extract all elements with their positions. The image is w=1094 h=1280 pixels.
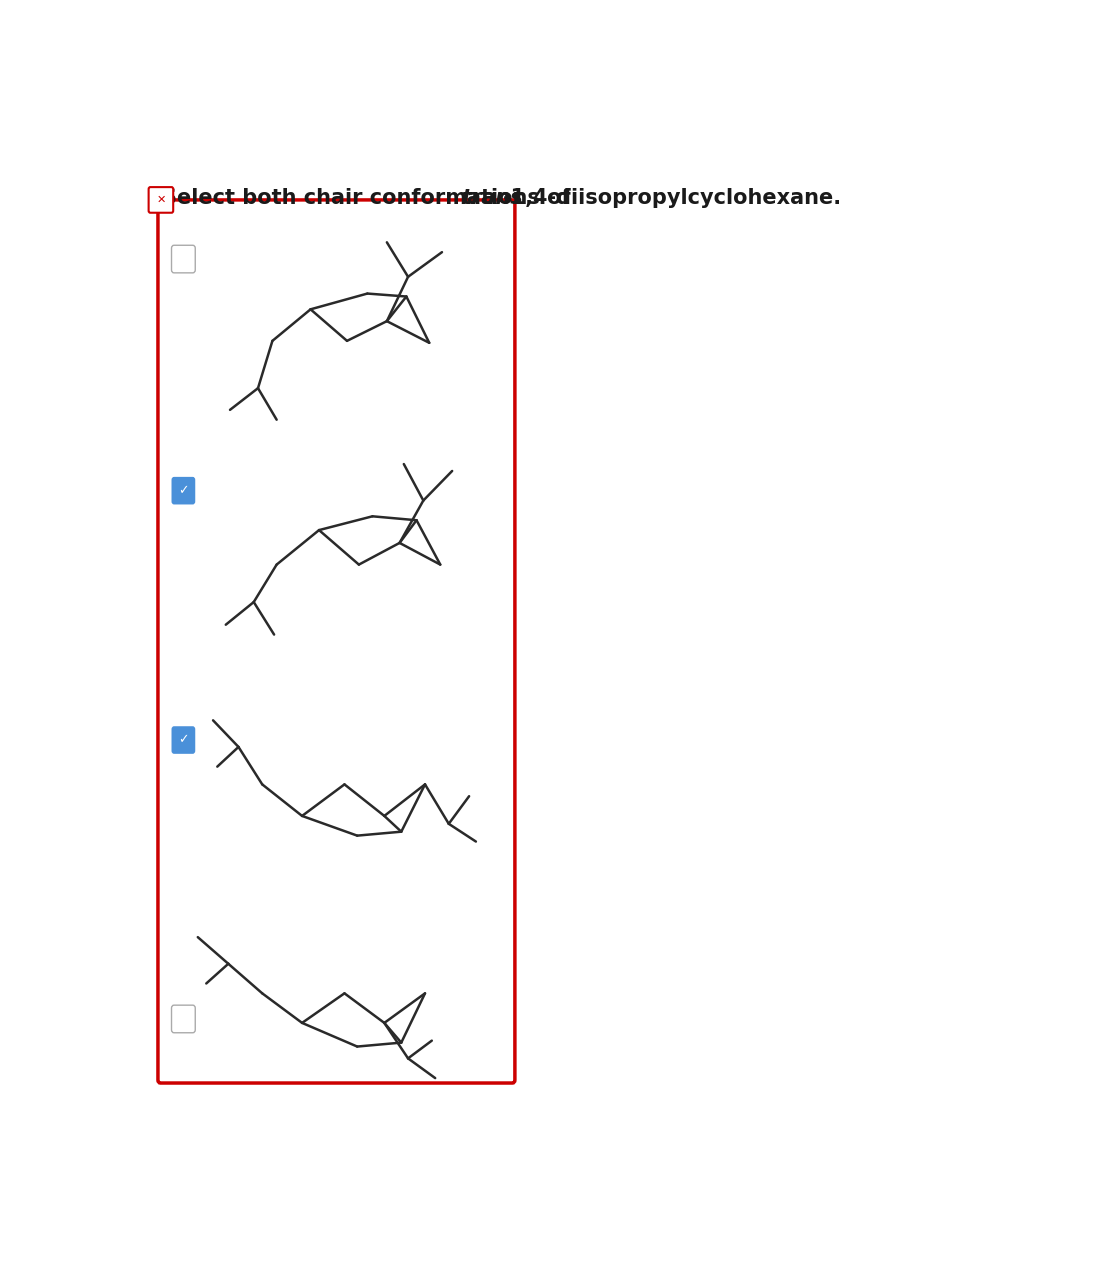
FancyBboxPatch shape: [172, 1005, 195, 1033]
Text: ✓: ✓: [178, 733, 188, 746]
Text: ✓: ✓: [178, 484, 188, 497]
FancyBboxPatch shape: [172, 726, 195, 754]
Text: trans: trans: [461, 188, 522, 209]
FancyBboxPatch shape: [149, 187, 173, 212]
FancyBboxPatch shape: [172, 246, 195, 273]
Text: Select both chair conformations of: Select both chair conformations of: [162, 188, 578, 209]
FancyBboxPatch shape: [158, 200, 515, 1083]
Text: ✕: ✕: [156, 195, 165, 205]
Text: -1,4-diisopropylcyclohexane.: -1,4-diisopropylcyclohexane.: [503, 188, 842, 209]
FancyBboxPatch shape: [172, 477, 195, 504]
